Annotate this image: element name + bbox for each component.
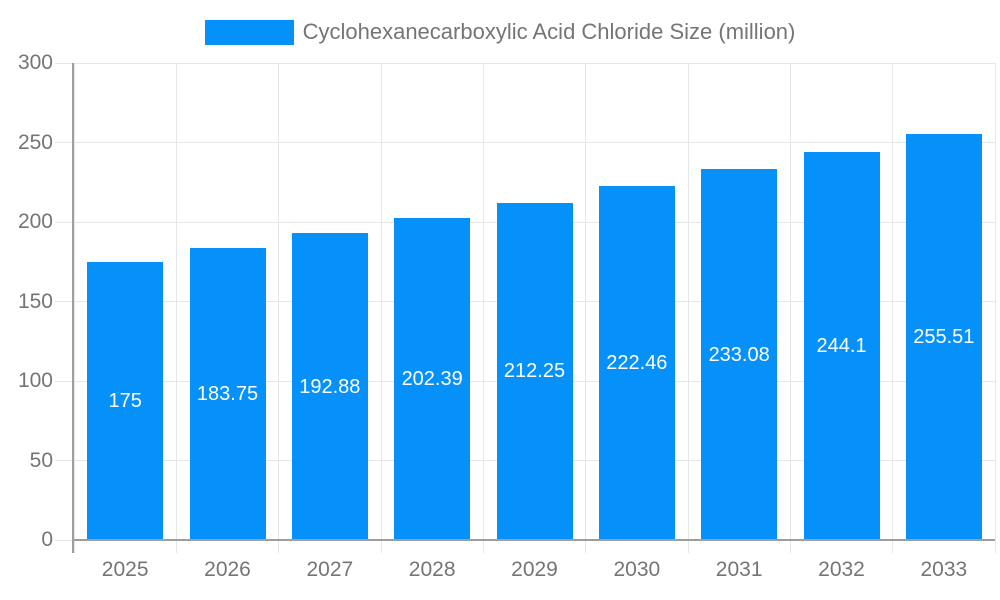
chart-legend: Cyclohexanecarboxylic Acid Chloride Size… <box>0 18 1000 46</box>
bar-2032[interactable] <box>803 151 880 540</box>
bar-2026[interactable] <box>189 247 266 540</box>
x-axis-tick-label: 2026 <box>204 558 251 581</box>
x-axis-tick-label: 2033 <box>920 558 968 581</box>
bar-value-label: 202.39 <box>401 368 463 391</box>
bar-value-label: 233.08 <box>708 343 770 366</box>
x-gridline <box>994 63 996 553</box>
bar-2030[interactable] <box>598 186 675 540</box>
bar-value-label: 222.46 <box>606 352 668 375</box>
bar-2029[interactable] <box>496 202 573 540</box>
y-axis-tick-label: 200 <box>17 210 53 233</box>
x-axis-tick-label: 2032 <box>818 558 865 581</box>
x-axis-tick-label: 2031 <box>715 558 763 581</box>
bar-2027[interactable] <box>291 233 368 540</box>
x-axis-tick-label: 2025 <box>101 558 149 581</box>
y-axis-tick-label: 50 <box>29 448 53 472</box>
x-gridline <box>380 63 382 553</box>
bar-value-label: 175 <box>108 389 142 412</box>
bar-2025[interactable] <box>87 261 164 540</box>
bar-2033[interactable] <box>905 133 982 540</box>
x-gridline <box>892 63 894 553</box>
bar-value-label: 212.25 <box>503 360 566 383</box>
x-axis-tick-label: 2028 <box>408 558 456 581</box>
bar-value-label: 192.88 <box>299 375 361 398</box>
bar-2028[interactable] <box>394 218 471 540</box>
legend-label: Cyclohexanecarboxylic Acid Chloride Size… <box>302 19 796 44</box>
x-gridline <box>585 63 587 553</box>
legend-swatch[interactable] <box>204 19 294 45</box>
y-axis-tick-label: 150 <box>17 289 53 313</box>
x-gridline <box>175 63 177 553</box>
x-axis-line <box>72 539 995 541</box>
x-axis-tick-label: 2029 <box>511 558 558 581</box>
x-gridline <box>482 63 484 553</box>
x-gridline <box>278 63 280 553</box>
x-gridline <box>789 63 791 553</box>
x-axis-tick-label: 2027 <box>306 558 354 581</box>
x-gridline <box>687 63 689 553</box>
x-axis-tick-label: 2030 <box>613 558 661 581</box>
y-axis-tick-label: 300 <box>17 51 53 74</box>
y-axis-tick-label: 0 <box>41 528 53 551</box>
bar-value-label: 255.51 <box>913 325 975 348</box>
bar-value-label: 183.75 <box>196 382 259 405</box>
bar-value-label: 244.1 <box>816 334 867 357</box>
bar-2031[interactable] <box>701 169 778 540</box>
y-axis-line <box>72 63 74 553</box>
y-axis-tick-label: 250 <box>17 130 53 154</box>
x-gridline <box>73 63 75 553</box>
y-axis-tick-label: 100 <box>17 369 53 392</box>
y-gridline <box>55 62 995 64</box>
y-gridline <box>55 142 995 143</box>
